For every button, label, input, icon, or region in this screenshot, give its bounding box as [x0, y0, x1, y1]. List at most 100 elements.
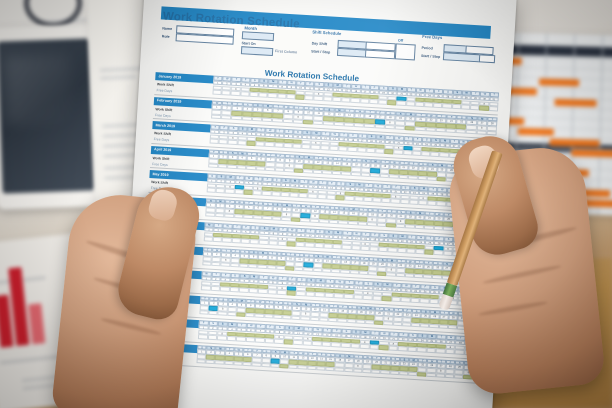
free-day-cell[interactable] [268, 240, 278, 246]
free-day-cell[interactable] [432, 274, 442, 280]
free-day-cell[interactable] [398, 174, 409, 180]
free-day-cell[interactable] [205, 212, 215, 218]
free-day-cell[interactable] [297, 364, 308, 371]
free-day-cell[interactable] [414, 101, 425, 108]
free-day-cell[interactable] [283, 339, 294, 345]
free-day-cell[interactable] [261, 191, 272, 197]
free-day-cell[interactable] [313, 95, 324, 102]
free-day-cell[interactable] [319, 145, 330, 151]
free-day-cell[interactable] [196, 358, 206, 365]
free-day-cell[interactable] [426, 372, 436, 378]
free-day-cell[interactable] [312, 341, 322, 347]
free-day-cell[interactable] [332, 97, 342, 103]
free-day-cell[interactable] [393, 149, 404, 155]
free-day-cell[interactable] [248, 263, 258, 270]
free-day-cell[interactable] [409, 199, 419, 205]
free-day-cell[interactable] [350, 245, 361, 251]
free-day-cell[interactable] [372, 295, 382, 301]
free-day-cell[interactable] [380, 369, 390, 376]
free-day-cell[interactable] [254, 313, 265, 319]
free-day-cell[interactable] [298, 193, 309, 199]
free-day-cell[interactable] [444, 373, 455, 379]
free-day-cell[interactable] [341, 244, 352, 251]
free-day-cell[interactable] [227, 164, 237, 170]
free-day-cell[interactable] [331, 268, 341, 274]
free-day-cell[interactable] [236, 165, 247, 171]
free-day-cell[interactable] [267, 289, 278, 295]
free-day-cell[interactable] [386, 272, 396, 278]
free-day-cell[interactable] [415, 249, 425, 255]
free-day-cell[interactable] [436, 201, 447, 207]
free-day-cell[interactable] [257, 264, 267, 270]
free-day-cell[interactable] [216, 335, 227, 341]
free-day-cell[interactable] [233, 361, 243, 367]
free-day-cell[interactable] [237, 140, 247, 146]
free-day-cell[interactable] [435, 127, 446, 133]
free-day-cell[interactable] [271, 216, 282, 222]
free-day-cell[interactable] [265, 166, 275, 172]
free-day-cell[interactable] [332, 244, 343, 250]
free-day-cell[interactable] [258, 239, 269, 246]
free-day-cell[interactable] [454, 374, 464, 380]
free-day-cell[interactable] [407, 346, 418, 353]
free-day-cell[interactable] [447, 324, 458, 330]
free-day-cell[interactable] [362, 368, 372, 374]
free-day-cell[interactable] [225, 188, 235, 194]
free-day-cell[interactable] [199, 310, 209, 316]
free-day-cell[interactable] [267, 93, 278, 99]
free-day-cell[interactable] [203, 236, 214, 242]
free-day-cell[interactable] [210, 286, 221, 292]
free-day-cell[interactable] [289, 192, 299, 198]
free-day-cell[interactable] [396, 100, 406, 107]
free-day-cell[interactable] [301, 144, 312, 150]
free-day-cell[interactable] [211, 261, 221, 267]
free-day-cell[interactable] [284, 167, 294, 173]
free-day-cell[interactable] [240, 91, 250, 97]
free-day-cell[interactable] [217, 311, 228, 317]
free-day-cell[interactable] [374, 124, 385, 130]
free-day-cell[interactable] [325, 366, 335, 372]
free-day-cell[interactable] [381, 296, 392, 302]
free-day-cell[interactable] [264, 142, 275, 148]
free-day-cell[interactable] [307, 193, 318, 199]
free-day-cell[interactable] [381, 198, 391, 204]
free-day-cell[interactable] [435, 373, 446, 379]
free-day-cell[interactable] [279, 363, 289, 370]
free-day-cell[interactable] [374, 320, 384, 326]
free-day-cell[interactable] [391, 296, 401, 303]
free-day-cell[interactable] [438, 324, 449, 330]
free-day-cell[interactable] [323, 121, 334, 127]
free-day-cell[interactable] [246, 141, 256, 147]
free-day-cell[interactable] [376, 222, 387, 228]
free-day-cell[interactable] [362, 295, 373, 301]
free-day-cell[interactable] [224, 360, 234, 366]
free-day-cell[interactable] [234, 189, 244, 195]
free-day-cell[interactable] [343, 122, 355, 128]
free-start-cell[interactable] [442, 52, 482, 63]
free-day-cell[interactable] [252, 215, 263, 221]
free-day-cell[interactable] [433, 250, 444, 256]
free-day-cell[interactable] [316, 366, 326, 372]
free-day-cell[interactable] [455, 128, 467, 135]
free-day-cell[interactable] [344, 195, 355, 202]
free-day-cell[interactable] [229, 262, 240, 268]
free-day-cell[interactable] [321, 268, 332, 274]
free-day-cell[interactable] [321, 341, 332, 348]
free-day-cell[interactable] [346, 318, 357, 324]
free-day-cell[interactable] [281, 216, 292, 222]
free-day-cell[interactable] [292, 143, 302, 149]
free-day-cell[interactable] [263, 313, 274, 320]
free-day-cell[interactable] [302, 119, 314, 126]
free-day-cell[interactable] [248, 288, 259, 294]
free-day-cell[interactable] [355, 319, 366, 325]
free-day-cell[interactable] [350, 343, 360, 349]
free-day-cell[interactable] [246, 165, 256, 171]
free-day-cell[interactable] [317, 194, 327, 200]
free-day-cell[interactable] [304, 95, 314, 101]
free-day-cell[interactable] [239, 263, 249, 269]
free-day-cell[interactable] [383, 320, 393, 327]
free-day-cell[interactable] [388, 174, 399, 180]
free-day-cell[interactable] [402, 150, 413, 156]
free-day-cell[interactable] [395, 223, 406, 229]
free-day-cell[interactable] [408, 371, 418, 377]
